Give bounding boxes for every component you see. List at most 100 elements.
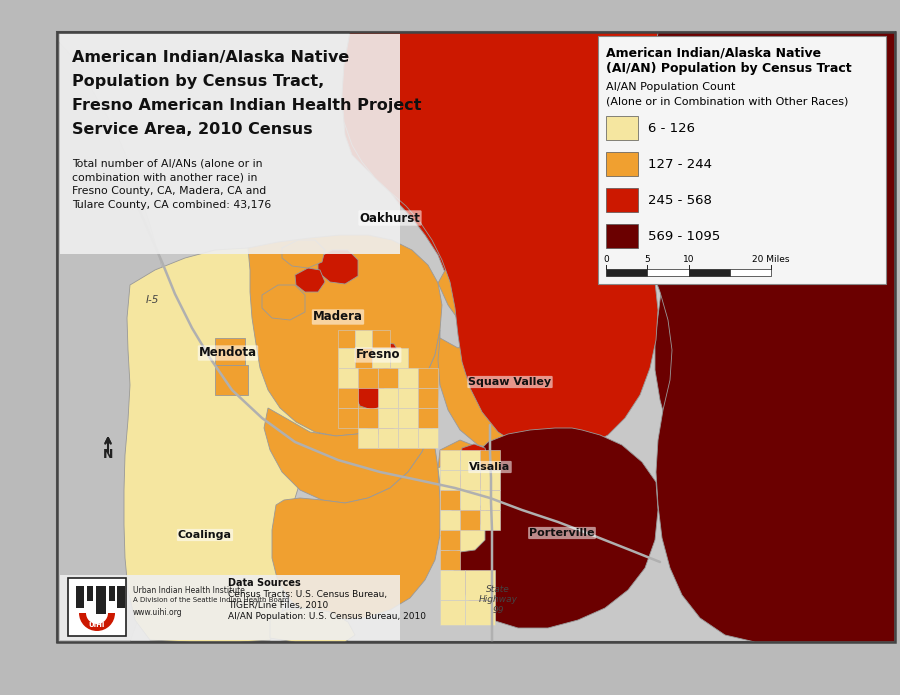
Polygon shape [398,388,418,408]
Polygon shape [368,342,400,370]
Wedge shape [79,613,115,631]
Bar [96,586,106,614]
Polygon shape [480,490,500,510]
Text: www.uihi.org: www.uihi.org [133,608,183,617]
Polygon shape [264,330,440,503]
Bar [117,586,125,608]
Polygon shape [338,388,358,408]
Polygon shape [418,428,438,448]
Polygon shape [355,348,372,368]
Text: Porterville: Porterville [529,528,595,538]
Polygon shape [282,240,325,268]
Text: (AI/AN) Population by Census Tract: (AI/AN) Population by Census Tract [606,62,851,75]
Text: American Indian/Alaska Native: American Indian/Alaska Native [72,50,349,65]
Polygon shape [338,348,355,368]
Polygon shape [398,368,418,388]
Text: AI/AN Population: U.S. Census Bureau, 2010: AI/AN Population: U.S. Census Bureau, 20… [228,612,426,621]
Polygon shape [378,408,398,428]
Bar [606,224,638,248]
Text: N: N [103,438,113,461]
Text: Madera: Madera [313,311,363,323]
Polygon shape [440,450,460,470]
Polygon shape [342,32,645,458]
Polygon shape [262,285,305,320]
Text: TIGER/Line Files, 2010: TIGER/Line Files, 2010 [228,601,328,610]
Polygon shape [462,506,486,528]
Polygon shape [460,510,480,530]
Polygon shape [215,338,245,365]
Text: Visalia: Visalia [470,462,510,472]
Polygon shape [465,570,495,600]
Text: 20 Miles: 20 Miles [752,255,790,264]
Text: Mendota: Mendota [199,347,257,359]
Polygon shape [295,268,325,292]
Polygon shape [215,365,248,395]
Text: 245 - 568: 245 - 568 [648,193,712,206]
Polygon shape [398,408,418,428]
FancyBboxPatch shape [60,34,400,254]
Polygon shape [358,428,378,448]
Text: American Indian/Alaska Native: American Indian/Alaska Native [606,46,821,59]
Polygon shape [438,228,578,352]
Bar [87,586,93,601]
Polygon shape [440,490,460,510]
Polygon shape [372,348,390,368]
Bar [606,188,638,212]
Polygon shape [640,32,895,642]
Polygon shape [418,368,438,388]
Polygon shape [338,330,355,348]
Polygon shape [730,32,895,642]
Text: 5: 5 [644,255,650,264]
Polygon shape [358,408,378,428]
Bar [57,32,895,642]
Polygon shape [418,388,438,408]
Polygon shape [362,410,398,435]
Bar [647,269,688,276]
Text: Urban Indian Health Institute: Urban Indian Health Institute [133,586,245,595]
Polygon shape [418,408,438,428]
Bar [76,586,84,608]
Polygon shape [460,470,480,490]
Polygon shape [372,330,390,348]
FancyBboxPatch shape [598,36,886,284]
Polygon shape [480,470,500,490]
Polygon shape [270,608,355,642]
Text: AI/AN Population Count: AI/AN Population Count [606,82,735,92]
Text: Fresno American Indian Health Project: Fresno American Indian Health Project [72,98,421,113]
Wedge shape [86,613,108,624]
Polygon shape [460,490,480,510]
Bar [606,116,638,140]
Bar [57,32,895,642]
Text: UIHI: UIHI [89,622,105,628]
Polygon shape [456,470,486,492]
Polygon shape [440,512,485,552]
Polygon shape [465,600,495,625]
Bar [730,269,771,276]
Polygon shape [460,450,480,470]
Text: Coalinga: Coalinga [178,530,232,540]
Polygon shape [124,248,342,642]
Polygon shape [355,330,372,348]
Polygon shape [440,510,460,530]
Polygon shape [440,600,465,625]
Polygon shape [248,235,442,436]
Polygon shape [440,530,460,550]
Polygon shape [318,250,358,284]
Polygon shape [438,368,582,528]
Polygon shape [338,368,358,388]
Polygon shape [448,428,658,628]
Bar [606,269,647,276]
Polygon shape [438,285,578,450]
Text: (Alone or in Combination with Other Races): (Alone or in Combination with Other Race… [606,96,849,106]
Text: Census Tracts: U.S. Census Bureau,: Census Tracts: U.S. Census Bureau, [228,590,387,599]
Polygon shape [390,348,408,368]
Text: Fresno: Fresno [356,348,400,361]
Text: I-5: I-5 [145,295,158,305]
Bar [109,586,115,601]
Bar [688,269,730,276]
Polygon shape [440,470,460,490]
Bar [68,578,126,636]
Polygon shape [342,32,658,452]
Polygon shape [398,428,418,448]
Text: 569 - 1095: 569 - 1095 [648,229,720,243]
